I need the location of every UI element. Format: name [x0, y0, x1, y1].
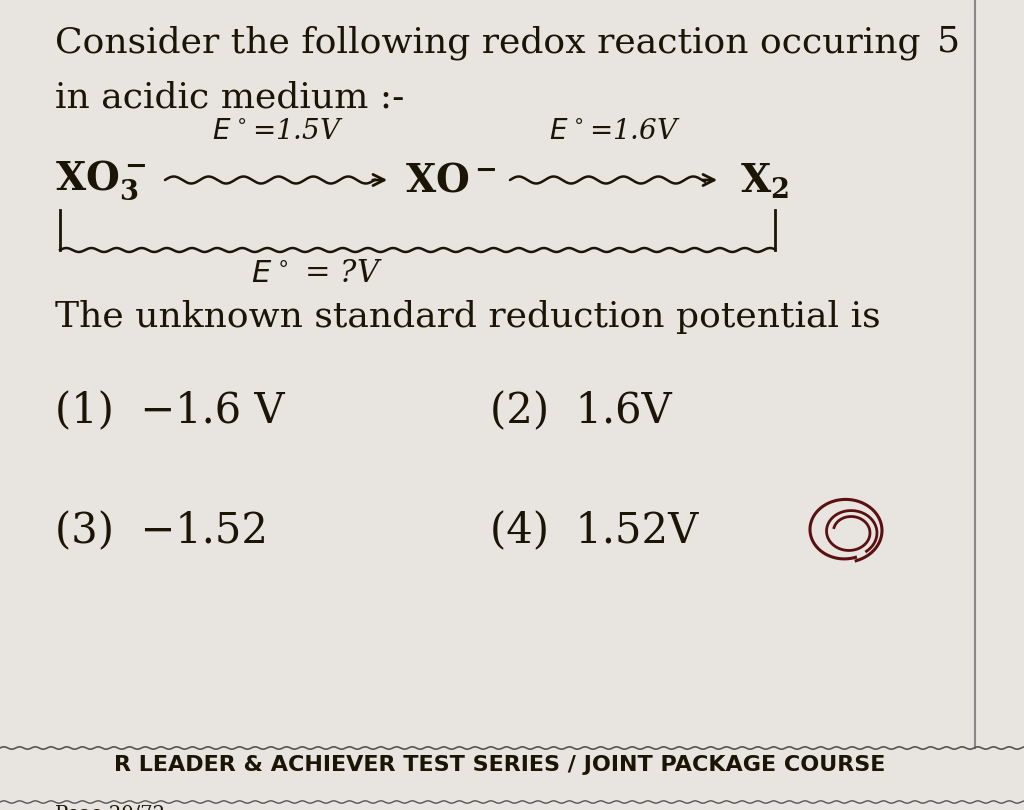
Text: Poao 20/72: Poao 20/72: [55, 805, 165, 810]
Text: $E^\circ$ = ?V: $E^\circ$ = ?V: [251, 258, 383, 289]
Text: (3)  −1.52: (3) −1.52: [55, 510, 268, 552]
Text: 5: 5: [937, 25, 961, 59]
Text: (4)  1.52V: (4) 1.52V: [490, 510, 698, 552]
Text: (2)  1.6V: (2) 1.6V: [490, 390, 672, 432]
Text: $E^\circ$=1.5V: $E^\circ$=1.5V: [212, 118, 343, 145]
Text: The unknown standard reduction potential is: The unknown standard reduction potential…: [55, 300, 881, 334]
Text: $\mathregular{X_2}$: $\mathregular{X_2}$: [740, 160, 790, 199]
Text: (1)  −1.6 V: (1) −1.6 V: [55, 390, 285, 432]
Text: Consider the following redox reaction occuring: Consider the following redox reaction oc…: [55, 25, 921, 59]
Text: in acidic medium :-: in acidic medium :-: [55, 80, 404, 114]
Text: $\mathregular{XO_3^-}$: $\mathregular{XO_3^-}$: [55, 158, 146, 202]
Text: $\mathregular{XO^-}$: $\mathregular{XO^-}$: [406, 161, 497, 199]
Text: R LEADER & ACHIEVER TEST SERIES / JOINT PACKAGE COURSE: R LEADER & ACHIEVER TEST SERIES / JOINT …: [115, 755, 886, 775]
Text: $E^\circ$=1.6V: $E^\circ$=1.6V: [549, 118, 681, 145]
